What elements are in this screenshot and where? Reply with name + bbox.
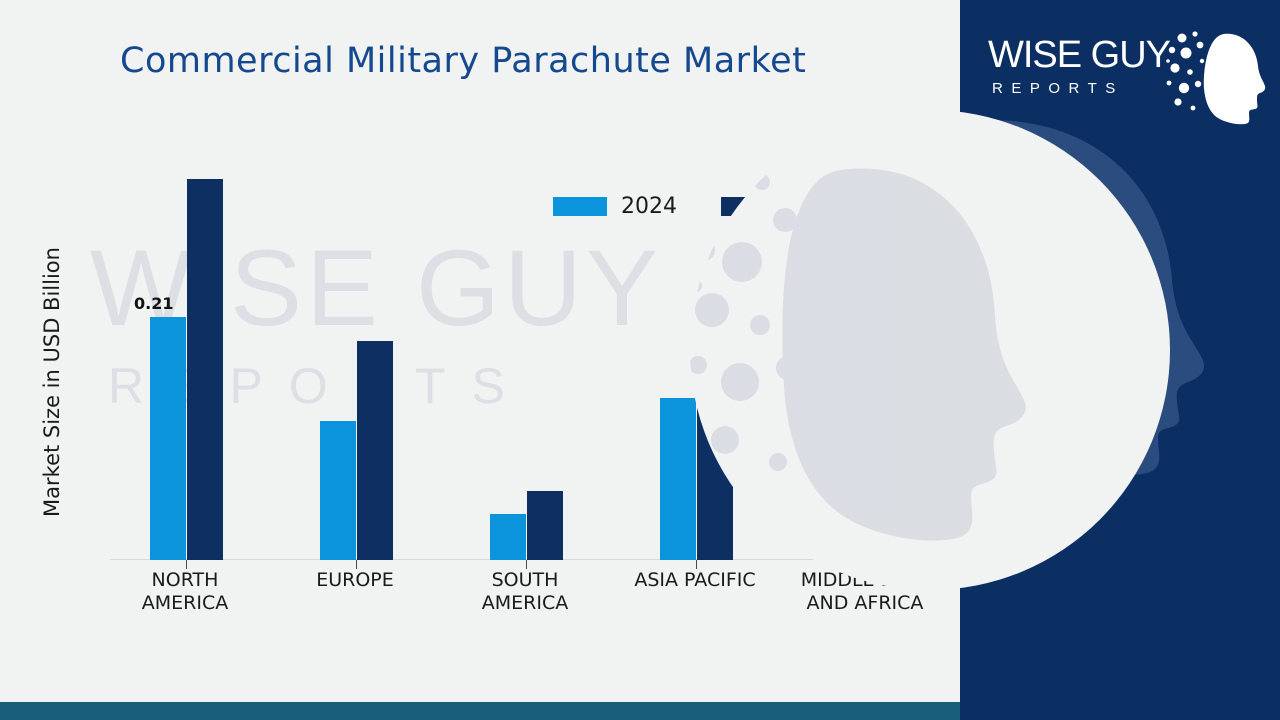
bar-2032-europe[interactable] <box>357 340 393 560</box>
brand-wordmark: WISE GUY <box>988 34 1171 76</box>
axis-tick <box>526 560 527 569</box>
bar-group-north-america: 0.21 <box>134 150 224 569</box>
bar-2024-north-america[interactable] <box>150 317 186 560</box>
bar-2024-south-america[interactable] <box>490 513 526 560</box>
page-title: Commercial Military Parachute Market <box>120 41 807 81</box>
x-axis-label-europe: EUROPE <box>316 569 394 591</box>
bar-group-europe <box>320 150 394 569</box>
dotted-head-watermark-icon <box>690 168 1026 541</box>
legend-item-2024[interactable]: 2024 <box>553 194 677 219</box>
axis-tick <box>186 560 187 569</box>
x-axis-label-south-america: SOUTH AMERICA <box>481 569 569 614</box>
dotted-head-profile-icon <box>1166 31 1266 125</box>
footer-accent-bar <box>0 702 960 720</box>
axis-tick <box>696 560 697 569</box>
x-axis-label-north-america: NORTH AMERICA <box>141 569 229 614</box>
bar-group-south-america <box>490 150 564 569</box>
bar-2024-europe[interactable] <box>320 421 356 560</box>
axis-tick <box>356 560 357 569</box>
legend-label-2024: 2024 <box>621 194 677 219</box>
y-axis-title: Market Size in USD Billion <box>40 247 64 517</box>
legend-swatch-2024 <box>553 197 607 216</box>
decorative-circle-watermark <box>690 110 1170 590</box>
bar-2032-south-america[interactable] <box>527 490 563 560</box>
bar-2032-north-america[interactable] <box>187 178 223 560</box>
bar-2024-asia-pacific[interactable] <box>660 398 696 560</box>
brand-subwordmark: REPORTS <box>992 80 1124 97</box>
brand-logo: WISE GUY REPORTS <box>984 31 1266 125</box>
bar-value-label-north-america-2024: 0.21 <box>134 294 174 314</box>
x-axis-label-asia-pacific: ASIA PACIFIC <box>634 569 756 591</box>
